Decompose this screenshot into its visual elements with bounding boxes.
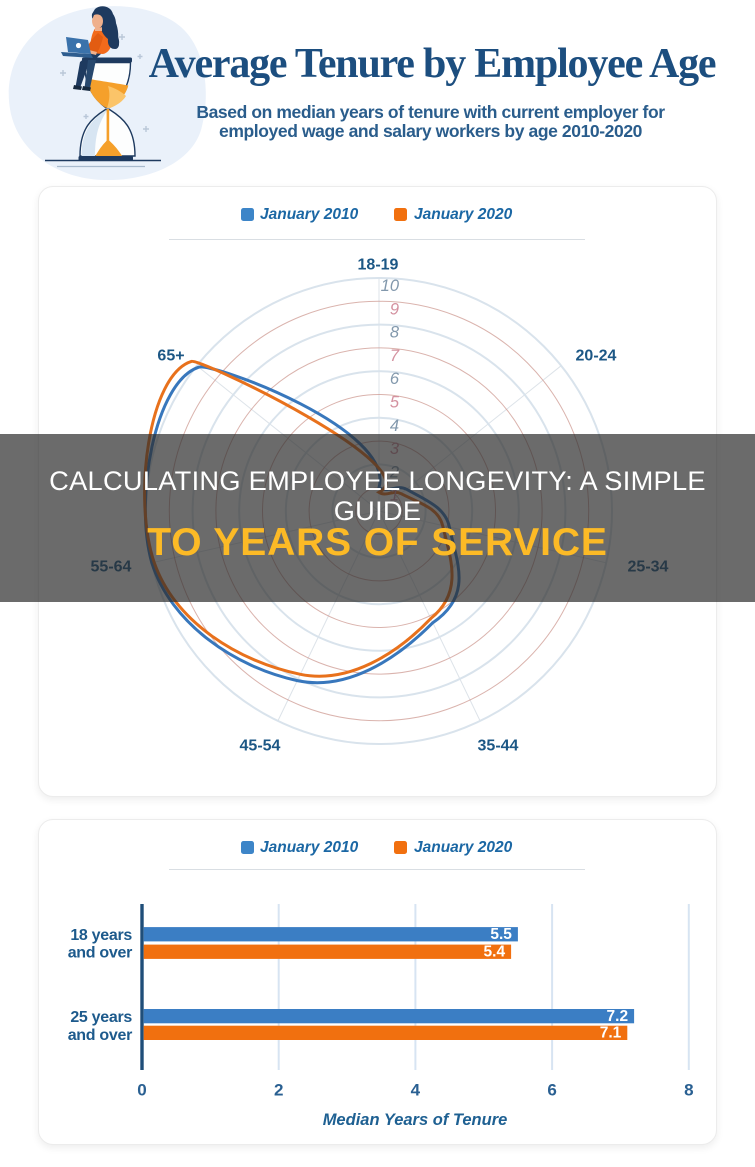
svg-text:6: 6 <box>390 370 400 388</box>
svg-text:2: 2 <box>274 1081 283 1100</box>
svg-text:5: 5 <box>390 394 400 412</box>
svg-text:7: 7 <box>390 347 400 365</box>
svg-text:35-44: 35-44 <box>478 738 519 755</box>
svg-text:18 years: 18 years <box>70 927 132 944</box>
svg-text:20-24: 20-24 <box>576 348 617 365</box>
svg-text:65+: 65+ <box>157 348 184 365</box>
svg-text:7.1: 7.1 <box>600 1025 622 1042</box>
svg-text:25 years: 25 years <box>70 1009 132 1026</box>
svg-text:8: 8 <box>684 1081 693 1100</box>
svg-text:8: 8 <box>390 324 400 342</box>
svg-text:18-19: 18-19 <box>358 257 399 274</box>
svg-text:7.2: 7.2 <box>607 1008 629 1025</box>
svg-text:0: 0 <box>137 1081 146 1100</box>
svg-text:9: 9 <box>390 300 399 318</box>
svg-text:Median Years of Tenure: Median Years of Tenure <box>323 1111 508 1129</box>
svg-text:and over: and over <box>68 945 132 962</box>
svg-text:5.5: 5.5 <box>490 926 512 943</box>
svg-text:4: 4 <box>390 417 399 435</box>
svg-text:10: 10 <box>381 277 400 295</box>
svg-text:6: 6 <box>547 1081 556 1100</box>
svg-text:45-54: 45-54 <box>240 738 281 755</box>
svg-text:4: 4 <box>411 1081 421 1100</box>
svg-text:5.4: 5.4 <box>484 944 506 961</box>
svg-text:and over: and over <box>68 1027 132 1044</box>
